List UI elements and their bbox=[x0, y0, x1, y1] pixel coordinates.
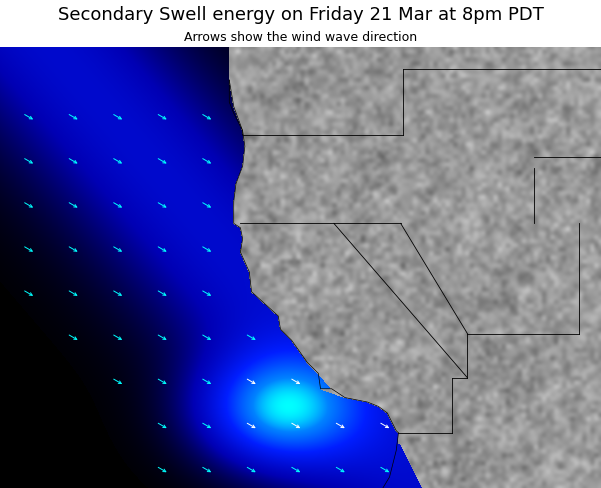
Text: Arrows show the wind wave direction: Arrows show the wind wave direction bbox=[184, 31, 417, 44]
Text: Secondary Swell energy on Friday 21 Mar at 8pm PDT: Secondary Swell energy on Friday 21 Mar … bbox=[58, 6, 543, 24]
